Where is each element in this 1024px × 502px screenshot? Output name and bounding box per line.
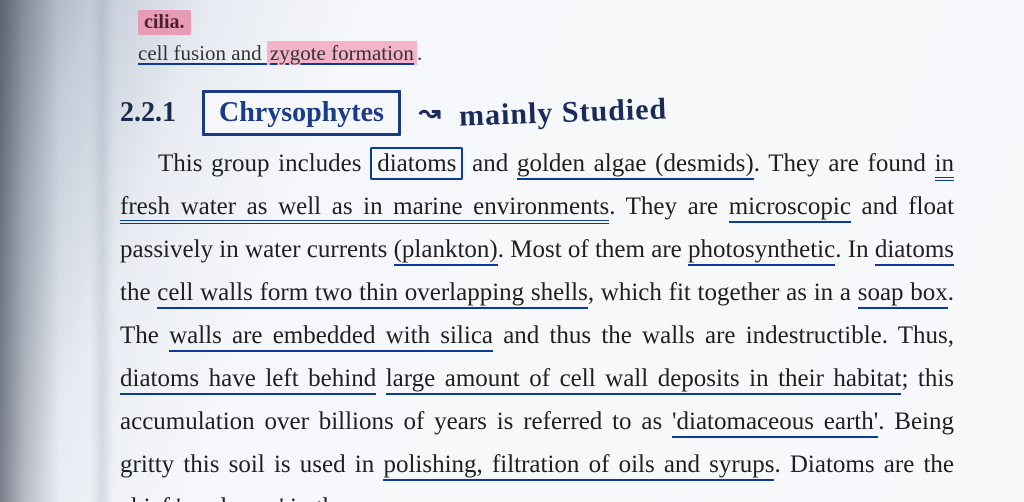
soap-box: soap box (858, 279, 948, 309)
diatoms-2: diatoms (875, 236, 954, 266)
arrow-icon: ↝ (419, 98, 441, 128)
body-paragraph: This group includes diatoms and golden a… (120, 142, 954, 502)
line5-lead: which fit together as in a (601, 279, 851, 306)
cell-fusion-text: cell fusion and (138, 41, 267, 65)
golden-algae: golden algae (desmids) (517, 150, 754, 180)
textbook-page: cilia. cell fusion and zygote formation.… (60, 0, 994, 502)
microscopic: microscopic (729, 193, 851, 223)
zygote-highlight: zygote formation (267, 41, 417, 65)
diatomaceous-earth: 'diatomaceous earth' (672, 408, 878, 438)
line1-and: and (472, 150, 508, 177)
line4-a: . In (835, 236, 868, 263)
line10-period: . (421, 494, 427, 502)
line9-tail: . Diatoms are the (774, 451, 954, 478)
large-deposits: large amount of cell wall deposits in th… (386, 365, 902, 395)
section-title-box: Chrysophytes (202, 90, 401, 136)
line1-lead: This group includes (158, 150, 362, 177)
left-behind: diatoms have left behind (120, 365, 376, 395)
line2-mid: . They are (609, 193, 718, 220)
handwritten-annotation: mainly Studied (458, 92, 667, 133)
polishing: polishing, filtration of oils and syrups (383, 451, 774, 481)
chief-producers: chief 'producers' in the oceans (120, 494, 421, 502)
line4-c: , (588, 279, 594, 306)
cell-fusion-period: . (417, 41, 422, 65)
cell-walls: cell walls form two thin overlapping she… (157, 279, 588, 309)
plankton: (plankton) (394, 236, 498, 266)
diatoms-box: diatoms (370, 147, 463, 180)
silica: walls are embedded with silica (169, 322, 493, 352)
cell-fusion-line: cell fusion and zygote formation. (138, 41, 954, 66)
line9-lead: soil is used in (229, 451, 375, 478)
line6: and thus the walls are indestructible. T… (503, 322, 954, 349)
line4-b: the (120, 279, 151, 306)
section-number: 2.2.1 (120, 97, 176, 129)
page-shadow (0, 0, 60, 502)
highlight-cilia: cilia. (138, 10, 191, 35)
line3-tail: . Most of them are (498, 236, 682, 263)
photosynthetic: photosynthetic (688, 236, 835, 266)
prev-line-fragment: cilia. (138, 10, 954, 35)
line8-lead: billions of years is referred to as (319, 408, 662, 435)
section-heading-row: 2.2.1 Chrysophytes ↝ mainly Studied (120, 90, 954, 136)
line1-tail: . They are found (754, 150, 926, 177)
